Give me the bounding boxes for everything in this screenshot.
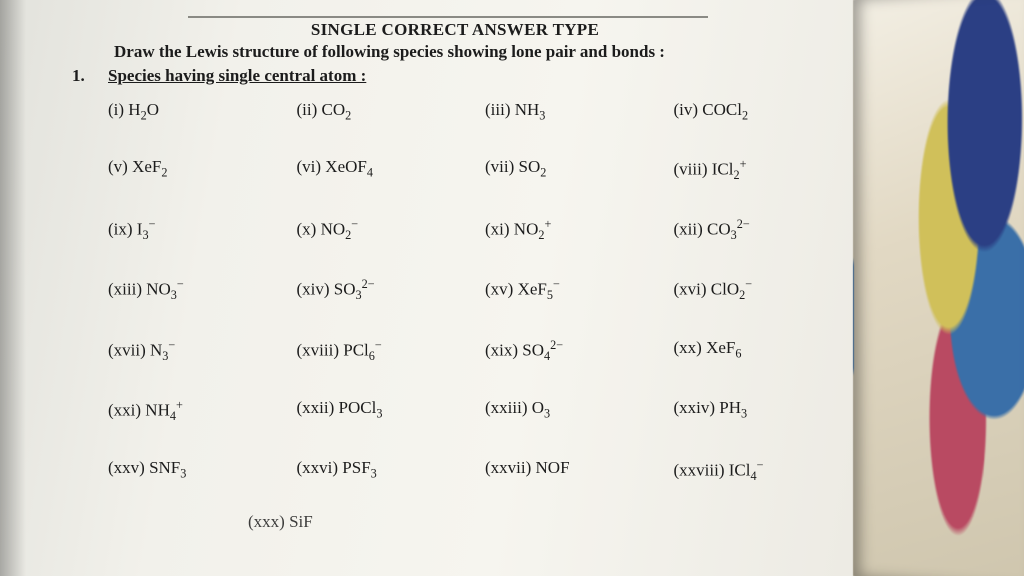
species-item: (xxiv) PH3 [674, 398, 853, 424]
species-item: (xi) NO2+ [485, 217, 664, 243]
question-line: 1. Species having single central atom : [72, 66, 852, 86]
species-item: (xxviii) ICl4− [674, 458, 853, 484]
species-item: (xxvii) NOF [485, 458, 664, 484]
species-item: (i) H2O [108, 100, 287, 123]
page-curl-decoration [853, 0, 1024, 576]
instruction-text: Draw the Lewis structure of following sp… [114, 42, 852, 62]
species-item: (xxi) NH4+ [108, 398, 287, 424]
species-item: (xxii) POCl3 [297, 398, 476, 424]
species-item: (iii) NH3 [485, 100, 664, 123]
species-item: (xiii) NO3− [108, 277, 287, 303]
species-item: (xiv) SO32− [297, 277, 476, 303]
species-item: (xx) XeF6 [674, 338, 853, 364]
species-item: (v) XeF2 [108, 157, 287, 183]
scene: SINGLE CORRECT ANSWER TYPE Draw the Lewi… [0, 0, 1024, 576]
cutoff-item: (xxx) SiF [248, 512, 852, 532]
species-item: (xxvi) PSF3 [297, 458, 476, 484]
species-item: (xii) CO32− [674, 217, 853, 243]
species-item: (xviii) PCl6− [297, 338, 476, 364]
species-item: (iv) COCl2 [674, 100, 853, 123]
species-item: (ix) I3− [108, 217, 287, 243]
species-item: (xvii) N3− [108, 338, 287, 364]
species-item: (xvi) ClO2− [674, 277, 853, 303]
species-item: (xxiii) O3 [485, 398, 664, 424]
species-item: (xxv) SNF3 [108, 458, 287, 484]
page: SINGLE CORRECT ANSWER TYPE Draw the Lewi… [0, 0, 880, 576]
species-grid: (i) H2O (ii) CO2 (iii) NH3 (iv) COCl2 (v) Xe… [108, 100, 852, 484]
section-title: SINGLE CORRECT ANSWER TYPE [58, 20, 852, 40]
species-item: (xv) XeF5− [485, 277, 664, 303]
species-item: (vi) XeOF4 [297, 157, 476, 183]
species-item: (ii) CO2 [297, 100, 476, 123]
species-item: (viii) ICl2+ [674, 157, 853, 183]
species-item: (xix) SO42− [485, 338, 664, 364]
question-title: Species having single central atom : [108, 66, 366, 86]
species-item: (x) NO2− [297, 217, 476, 243]
species-item: (vii) SO2 [485, 157, 664, 183]
section-rule [188, 16, 708, 18]
question-number: 1. [72, 66, 94, 86]
